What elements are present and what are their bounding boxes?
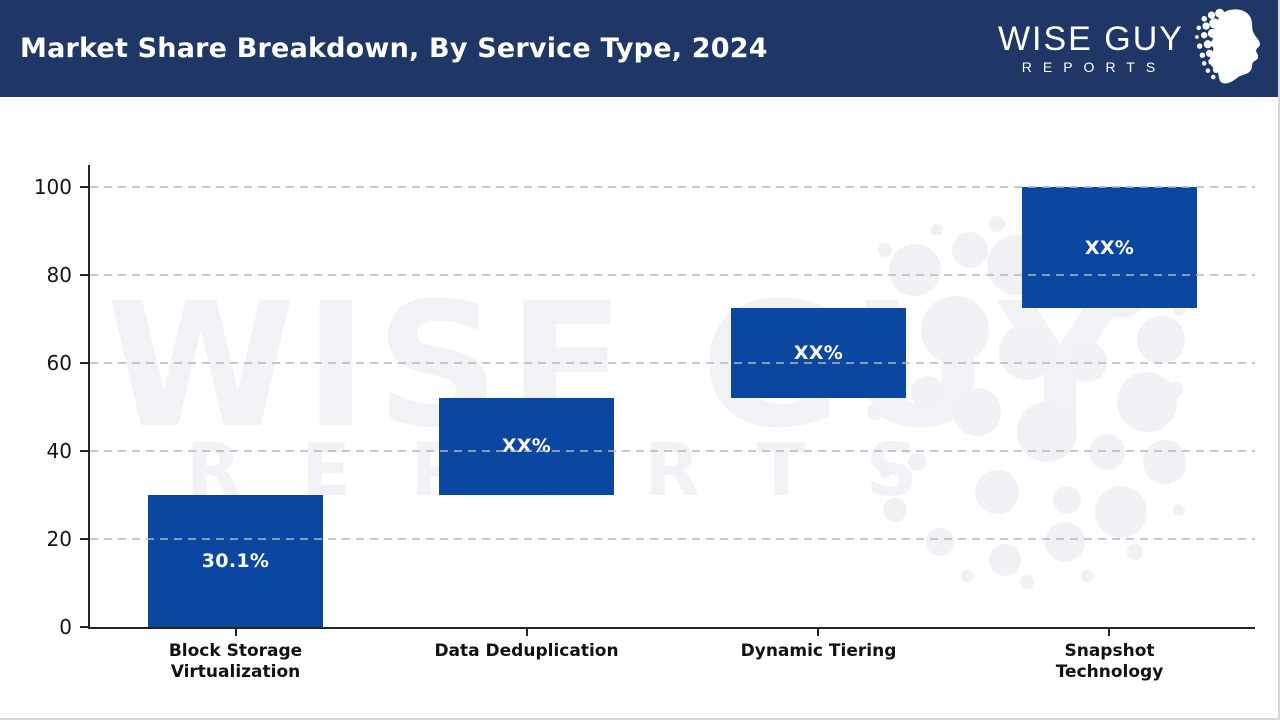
y-axis-tick: [80, 274, 88, 276]
x-axis-tick: [817, 629, 819, 636]
brand-logo: WISE GUY REPORTS: [998, 5, 1268, 93]
bar-value-label: 30.1%: [201, 549, 270, 572]
category-label: Snapshot Technology: [1055, 641, 1164, 682]
x-axis-tick: [1108, 629, 1110, 636]
y-axis-tick: [80, 626, 88, 628]
bar-block-storage-virtualization: 30.1%: [148, 494, 323, 627]
y-axis-tick: [80, 362, 88, 364]
y-axis-tick-label: 20: [46, 527, 72, 551]
brand-logo-text: WISE GUY REPORTS: [997, 20, 1184, 75]
bar-dynamic-tiering: XX%: [731, 308, 906, 399]
y-axis-tick: [80, 450, 88, 452]
logo-wiseguy-text: WISE GUY: [997, 20, 1184, 59]
x-axis-tick: [526, 629, 528, 636]
x-axis-tick: [235, 629, 237, 636]
y-axis-tick-label: 100: [33, 175, 72, 199]
y-axis-tick-label: 40: [46, 439, 72, 463]
category-label: Block Storage Virtualization: [168, 641, 303, 682]
bar-snapshot-technology: XX%: [1022, 187, 1197, 308]
category-label: Data Deduplication: [434, 641, 619, 661]
bar-data-deduplication: XX%: [439, 398, 614, 495]
logo-face-icon: [1186, 5, 1268, 93]
y-axis-tick-label: 0: [59, 615, 72, 639]
logo-reports-text: REPORTS: [1021, 58, 1167, 75]
gridline-y100: [90, 186, 1255, 188]
y-axis-tick: [80, 186, 88, 188]
page-title: Market Share Breakdown, By Service Type,…: [20, 33, 768, 64]
y-axis-tick-label: 80: [46, 263, 72, 287]
header: Market Share Breakdown, By Service Type,…: [0, 0, 1278, 97]
bar-value-label: XX%: [1084, 236, 1135, 259]
y-axis-tick-label: 60: [46, 351, 72, 375]
y-axis-tick: [80, 538, 88, 540]
gridline-y60: [90, 362, 1255, 364]
gridline-y80: [90, 274, 1255, 276]
bar-value-label: XX%: [793, 342, 844, 365]
bar-value-label: XX%: [501, 435, 552, 458]
gridline-y40: [90, 450, 1255, 452]
gridline-y20: [90, 538, 1255, 540]
category-label: Dynamic Tiering: [740, 641, 897, 661]
chart-plot-area: 0 20 40 60 80 100 30.1% Block Storage Virtualiz…: [34, 165, 1255, 682]
